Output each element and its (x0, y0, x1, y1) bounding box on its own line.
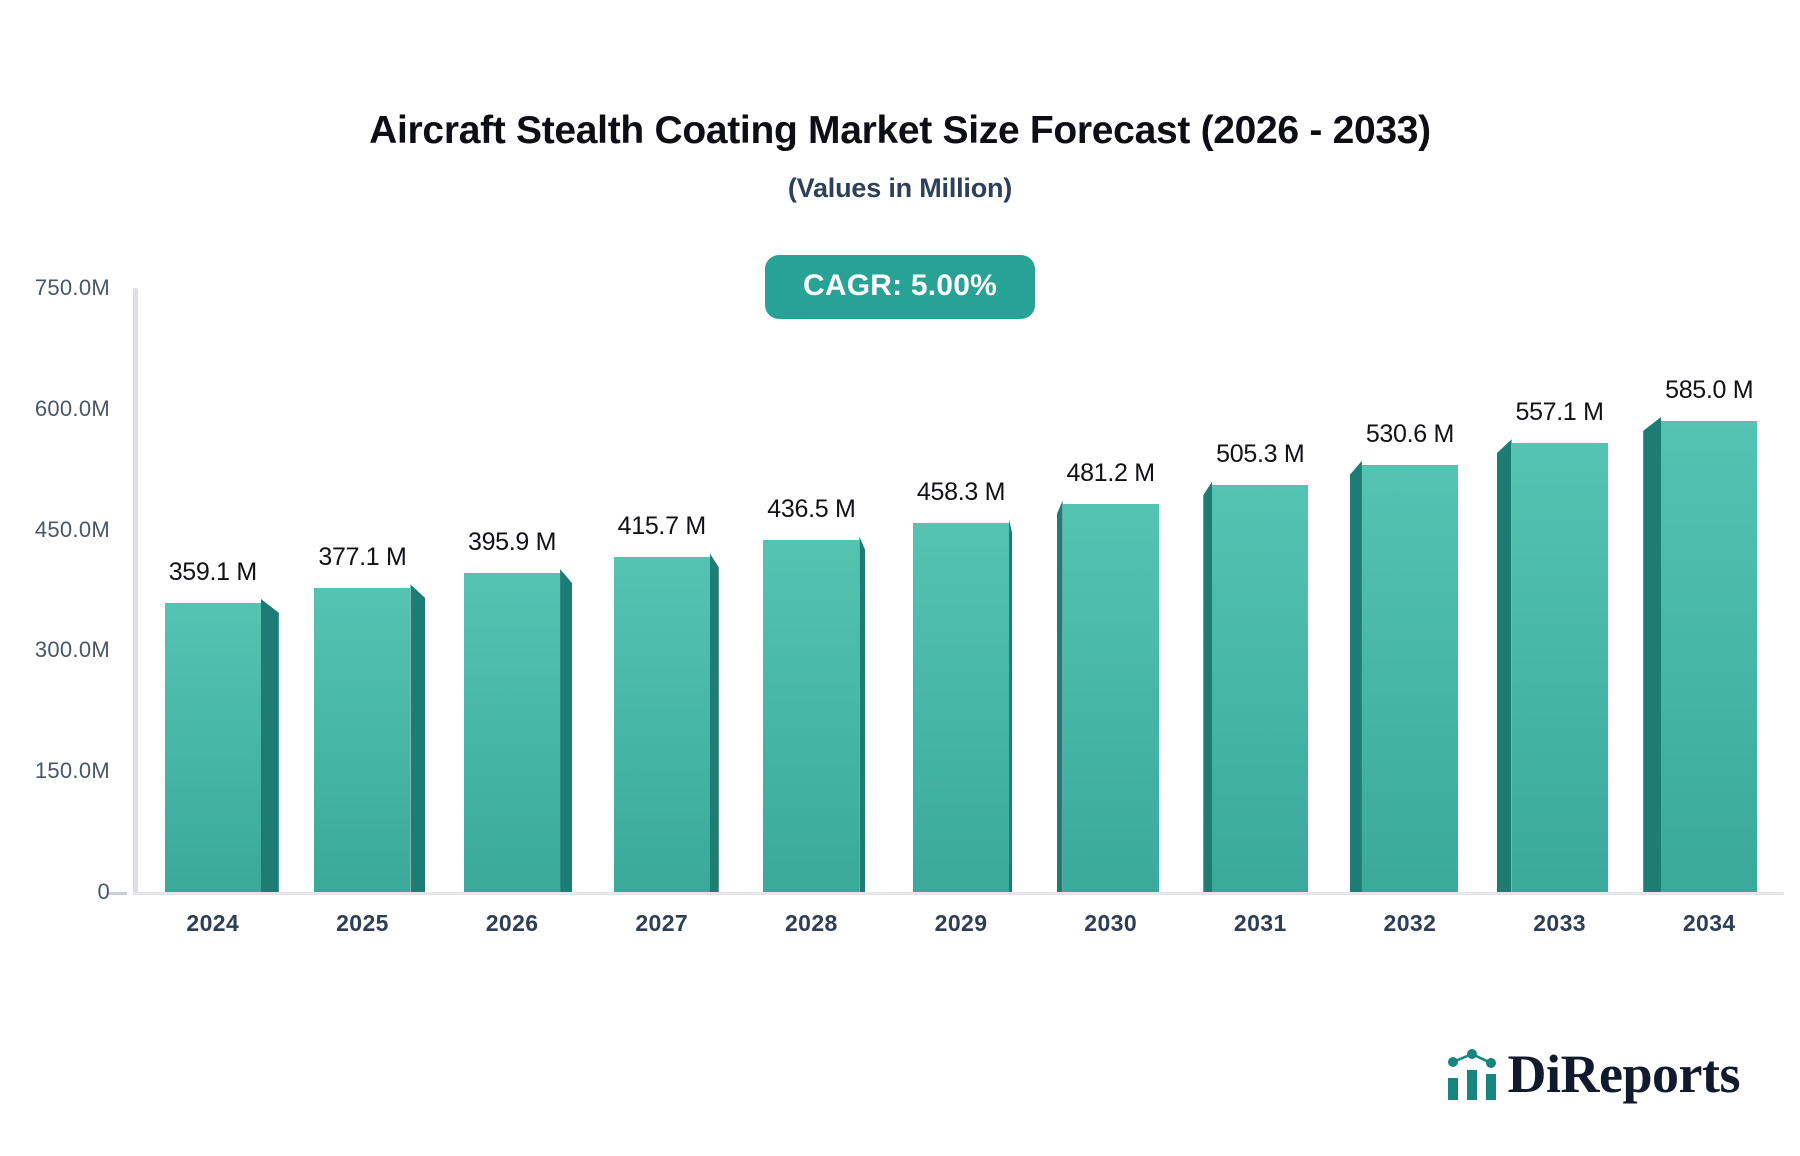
y-axis-tick-label: 600.0M (34, 395, 110, 421)
bar-value-label: 395.9 M (467, 528, 557, 557)
direports-logo: DiReports (1446, 1044, 1741, 1104)
bar-side-face (260, 598, 279, 892)
x-axis-tick-label: 2031 (1233, 910, 1287, 936)
bar-slot: 377.1 M (288, 288, 438, 892)
bar-slot: 436.5 M (737, 288, 887, 892)
chart-subtitle: (Values in Million) (787, 172, 1013, 203)
y-axis-tick-label: 450.0M (34, 516, 110, 542)
bar-slot: 395.9 M (437, 288, 587, 892)
x-axis-tick-label: 2025 (336, 910, 389, 936)
x-axis-tick-label: 2032 (1383, 910, 1437, 936)
x-axis-tick-label: 2029 (934, 910, 988, 936)
bar-front-face (164, 602, 261, 892)
page-title: Aircraft Stealth Coating Market Size For… (369, 109, 1431, 152)
y-axis-tick-label: 750.0M (34, 275, 110, 300)
x-axis-tick-label: 2030 (1084, 910, 1138, 936)
bar-front-face (763, 540, 860, 892)
x-axis-tick-label: 2028 (784, 910, 838, 936)
logo-text: DiReports (1507, 1044, 1741, 1104)
bar-series: 359.1 M 377.1 M 395.9 M 415.7 M 436.5 M 458.3… (138, 288, 1784, 892)
y-axis-tick-label: 0 (97, 879, 110, 904)
x-axis-tick-label: 2034 (1682, 910, 1736, 936)
bar-side-face (1643, 416, 1662, 892)
x-axis-tick-label: 2027 (635, 910, 689, 936)
bar-slot: 359.1 M (138, 288, 288, 892)
chart-header: Aircraft Stealth Coating Market Size For… (0, 109, 1800, 204)
bar[interactable]: 436.5 M (763, 495, 866, 892)
bar-front-face (1511, 443, 1608, 892)
bar-value-label: 436.5 M (767, 495, 856, 524)
bar-front-face (913, 522, 1010, 892)
bar[interactable]: 377.1 M (314, 543, 426, 892)
bar-value-label: 359.1 M (168, 557, 258, 586)
bar-front-face (1661, 420, 1758, 892)
bar-value-label: 377.1 M (318, 543, 407, 572)
bar-slot: 505.3 M (1185, 288, 1335, 892)
bar-value-label: 585.0 M (1665, 375, 1754, 404)
bar[interactable]: 458.3 M (913, 478, 1013, 892)
x-axis-tick-label: 2024 (186, 910, 240, 936)
bar-slot: 481.2 M (1036, 288, 1186, 892)
x-axis-tick-label: 2033 (1533, 910, 1586, 936)
bar-side-face (410, 584, 426, 892)
bar[interactable]: 415.7 M (613, 512, 719, 892)
y-axis-spine (133, 288, 138, 894)
bar[interactable]: 557.1 M (1496, 398, 1608, 892)
y-axis-tick-label: 300.0M (34, 637, 110, 663)
bar-side-face (1496, 439, 1512, 892)
bar-side-face (1056, 500, 1063, 892)
bar-side-face (560, 569, 573, 892)
bar-front-face (613, 557, 710, 892)
bar-side-face (1349, 460, 1362, 892)
bar-value-label: 415.7 M (617, 512, 707, 541)
bar-front-face (1361, 464, 1458, 892)
cagr-badge-container: CAGR: 5.00% (0, 255, 1800, 319)
cagr-badge: CAGR: 5.00% (765, 255, 1035, 319)
bar-value-label: 505.3 M (1216, 440, 1305, 469)
bar-front-face (464, 573, 561, 892)
bar-value-label: 458.3 M (916, 477, 1006, 506)
bar-value-label: 530.6 M (1365, 419, 1455, 448)
bar-side-face (709, 553, 719, 892)
bar-slot: 585.0 M (1634, 288, 1784, 892)
bar[interactable]: 585.0 M (1643, 376, 1758, 892)
bar[interactable]: 481.2 M (1056, 459, 1159, 892)
bar-side-face (1203, 481, 1213, 892)
bar-slot: 557.1 M (1485, 288, 1635, 892)
bar-side-face (1009, 518, 1013, 892)
bar-front-face (1212, 485, 1309, 892)
bar-chart-icon (1446, 1048, 1500, 1100)
bar-front-face (314, 588, 411, 892)
y-axis-zero-tick (107, 892, 127, 895)
bar[interactable]: 359.1 M (164, 558, 279, 892)
bar-slot: 458.3 M (886, 288, 1036, 892)
bar[interactable]: 530.6 M (1349, 420, 1458, 892)
bar-front-face (1062, 504, 1159, 892)
y-axis-tick-label: 150.0M (34, 758, 110, 784)
bar-slot: 530.6 M (1335, 288, 1485, 892)
bar-slot: 415.7 M (587, 288, 737, 892)
bar-side-face (859, 536, 866, 892)
x-axis-tick-label: 2026 (485, 910, 539, 936)
bar[interactable]: 395.9 M (464, 528, 573, 892)
bar[interactable]: 505.3 M (1203, 440, 1309, 892)
bar-value-label: 481.2 M (1066, 459, 1156, 488)
x-axis-line (133, 892, 1784, 895)
bar-value-label: 557.1 M (1515, 398, 1604, 427)
x-axis-tick-labels: 2024 2025 2026 2027 2028 2029 2030 2031 2032 2033… (138, 910, 1784, 937)
